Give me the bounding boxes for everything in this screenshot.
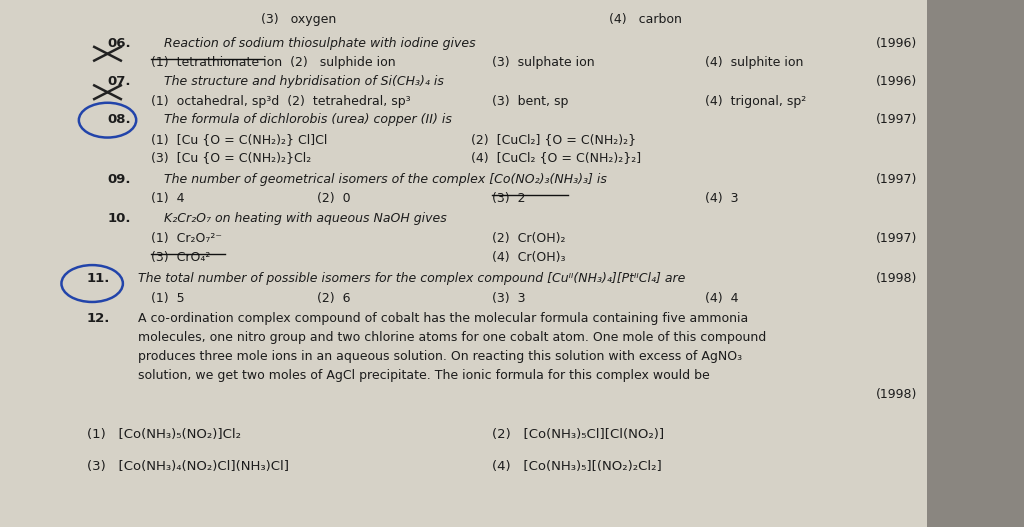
Text: (1)  5: (1) 5 [151,292,184,305]
Text: (3)  bent, sp: (3) bent, sp [492,95,568,108]
Text: 09.: 09. [108,173,131,186]
Text: 10.: 10. [108,212,131,225]
Text: (1)  Cr₂O₇²⁻: (1) Cr₂O₇²⁻ [151,232,221,245]
Text: The formula of dichlorobis (urea) copper (II) is: The formula of dichlorobis (urea) copper… [164,113,452,126]
Text: The number of geometrical isomers of the complex [Co(NO₂)₃(NH₃)₃] is: The number of geometrical isomers of the… [164,173,606,186]
Text: 07.: 07. [108,75,131,88]
Text: molecules, one nitro group and two chlorine atoms for one cobalt atom. One mole : molecules, one nitro group and two chlor… [138,331,767,344]
Text: Reaction of sodium thiosulphate with iodine gives: Reaction of sodium thiosulphate with iod… [164,37,475,50]
Text: (1)  4: (1) 4 [151,192,184,206]
Text: (1)   [Co(NH₃)₅(NO₂)]Cl₂: (1) [Co(NH₃)₅(NO₂)]Cl₂ [87,428,241,441]
Text: The total number of possible isomers for the complex compound [Cuᴵᴵ(NH₃)₄][PtᴵᴵC: The total number of possible isomers for… [138,272,686,286]
Text: (1)  [Cu {O = C(NH₂)₂} Cl]Cl: (1) [Cu {O = C(NH₂)₂} Cl]Cl [151,133,327,146]
Text: (2)  Cr(OH)₂: (2) Cr(OH)₂ [492,232,565,245]
Text: 06.: 06. [108,37,131,50]
Text: produces three mole ions in an aqueous solution. On reacting this solution with : produces three mole ions in an aqueous s… [138,350,742,363]
Text: 08.: 08. [108,113,131,126]
Text: (1996): (1996) [876,75,916,88]
Text: (3)  sulphate ion: (3) sulphate ion [492,56,594,70]
Text: (4)  4: (4) 4 [705,292,738,305]
Text: (3)   [Co(NH₃)₄(NO₂)Cl](NH₃)Cl]: (3) [Co(NH₃)₄(NO₂)Cl](NH₃)Cl] [87,460,289,473]
Text: (1997): (1997) [876,232,916,245]
Text: (3)   oxygen: (3) oxygen [261,13,336,26]
Text: (3)  3: (3) 3 [492,292,525,305]
Text: (2)   [Co(NH₃)₅Cl][Cl(NO₂)]: (2) [Co(NH₃)₅Cl][Cl(NO₂)] [492,428,664,441]
Text: (4)  Cr(OH)₃: (4) Cr(OH)₃ [492,251,565,265]
Text: (4)  trigonal, sp²: (4) trigonal, sp² [705,95,806,108]
Text: (1)  tetrathionate ion  (2)   sulphide ion: (1) tetrathionate ion (2) sulphide ion [151,56,395,70]
Text: (1998): (1998) [876,388,916,402]
Text: (2)  0: (2) 0 [317,192,351,206]
Text: K₂Cr₂O₇ on heating with aqueous NaOH gives: K₂Cr₂O₇ on heating with aqueous NaOH giv… [164,212,446,225]
Text: (3)  [Cu {O = C(NH₂)₂}Cl₂: (3) [Cu {O = C(NH₂)₂}Cl₂ [151,151,310,164]
Text: (2)  [CuCl₂] {O = C(NH₂)₂}: (2) [CuCl₂] {O = C(NH₂)₂} [471,133,636,146]
Text: (4)   [Co(NH₃)₅][(NO₂)₂Cl₂]: (4) [Co(NH₃)₅][(NO₂)₂Cl₂] [492,460,662,473]
Text: 11.: 11. [87,272,111,286]
Text: (3)  2: (3) 2 [492,192,525,206]
Text: (1997): (1997) [876,113,916,126]
Text: (4)  [CuCl₂ {O = C(NH₂)₂}₂]: (4) [CuCl₂ {O = C(NH₂)₂}₂] [471,151,641,164]
Text: (4)   carbon: (4) carbon [609,13,682,26]
Text: (3)  CrO₄²⁻: (3) CrO₄²⁻ [151,251,216,265]
Text: (1)  octahedral, sp³d  (2)  tetrahedral, sp³: (1) octahedral, sp³d (2) tetrahedral, sp… [151,95,411,108]
Text: (1996): (1996) [876,37,916,50]
Text: (2)  6: (2) 6 [317,292,351,305]
Text: The structure and hybridisation of Si(CH₃)₄ is: The structure and hybridisation of Si(CH… [164,75,443,88]
Text: (4)  sulphite ion: (4) sulphite ion [705,56,803,70]
Text: (4)  3: (4) 3 [705,192,738,206]
Text: A co-ordination complex compound of cobalt has the molecular formula containing : A co-ordination complex compound of coba… [138,312,749,325]
Text: (1998): (1998) [876,272,916,286]
Text: solution, we get two moles of AgCl precipitate. The ionic formula for this compl: solution, we get two moles of AgCl preci… [138,369,710,382]
Text: 12.: 12. [87,312,111,325]
Bar [927,0,1024,527]
Text: (1997): (1997) [876,173,916,186]
